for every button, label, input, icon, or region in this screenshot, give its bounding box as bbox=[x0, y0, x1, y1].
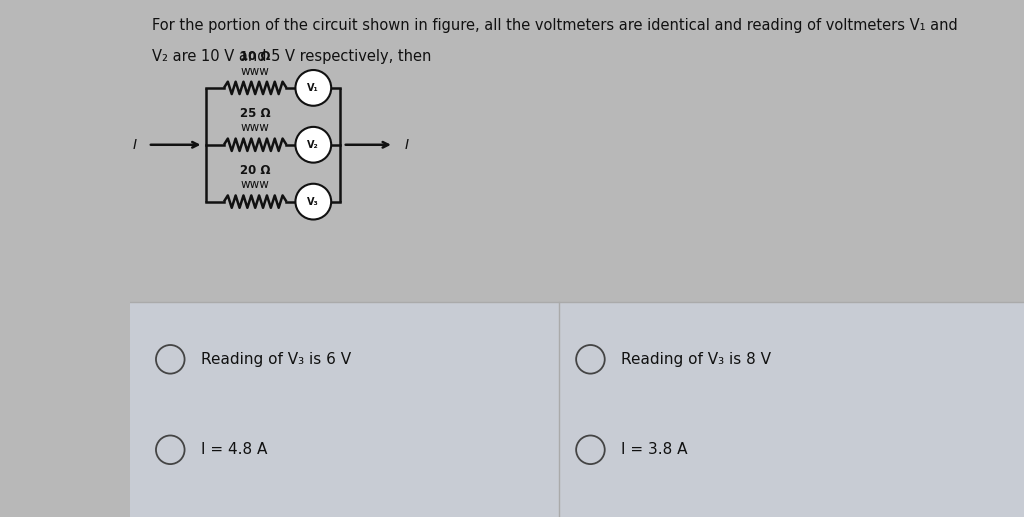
Text: I: I bbox=[404, 138, 409, 152]
Text: I: I bbox=[133, 138, 137, 152]
Text: V₃: V₃ bbox=[307, 196, 319, 207]
Text: V₂: V₂ bbox=[307, 140, 319, 150]
Text: 10 Ω: 10 Ω bbox=[240, 50, 270, 63]
Text: I = 3.8 A: I = 3.8 A bbox=[621, 442, 687, 458]
Text: 20 Ω: 20 Ω bbox=[240, 164, 270, 177]
Bar bbox=[130, 302, 1024, 517]
Ellipse shape bbox=[296, 184, 331, 220]
Text: V₂ are 10 V and 5 V respectively, then: V₂ are 10 V and 5 V respectively, then bbox=[153, 49, 432, 64]
Text: Reading of V₃ is 8 V: Reading of V₃ is 8 V bbox=[621, 352, 771, 367]
Text: Reading of V₃ is 6 V: Reading of V₃ is 6 V bbox=[201, 352, 351, 367]
Ellipse shape bbox=[296, 127, 331, 163]
Text: www: www bbox=[241, 121, 269, 134]
Ellipse shape bbox=[296, 70, 331, 106]
Text: I = 4.8 A: I = 4.8 A bbox=[201, 442, 267, 458]
Text: www: www bbox=[241, 65, 269, 78]
Text: www: www bbox=[241, 178, 269, 191]
Text: 25 Ω: 25 Ω bbox=[240, 107, 270, 120]
Text: For the portion of the circuit shown in figure, all the voltmeters are identical: For the portion of the circuit shown in … bbox=[153, 18, 958, 33]
Text: V₁: V₁ bbox=[307, 83, 319, 93]
